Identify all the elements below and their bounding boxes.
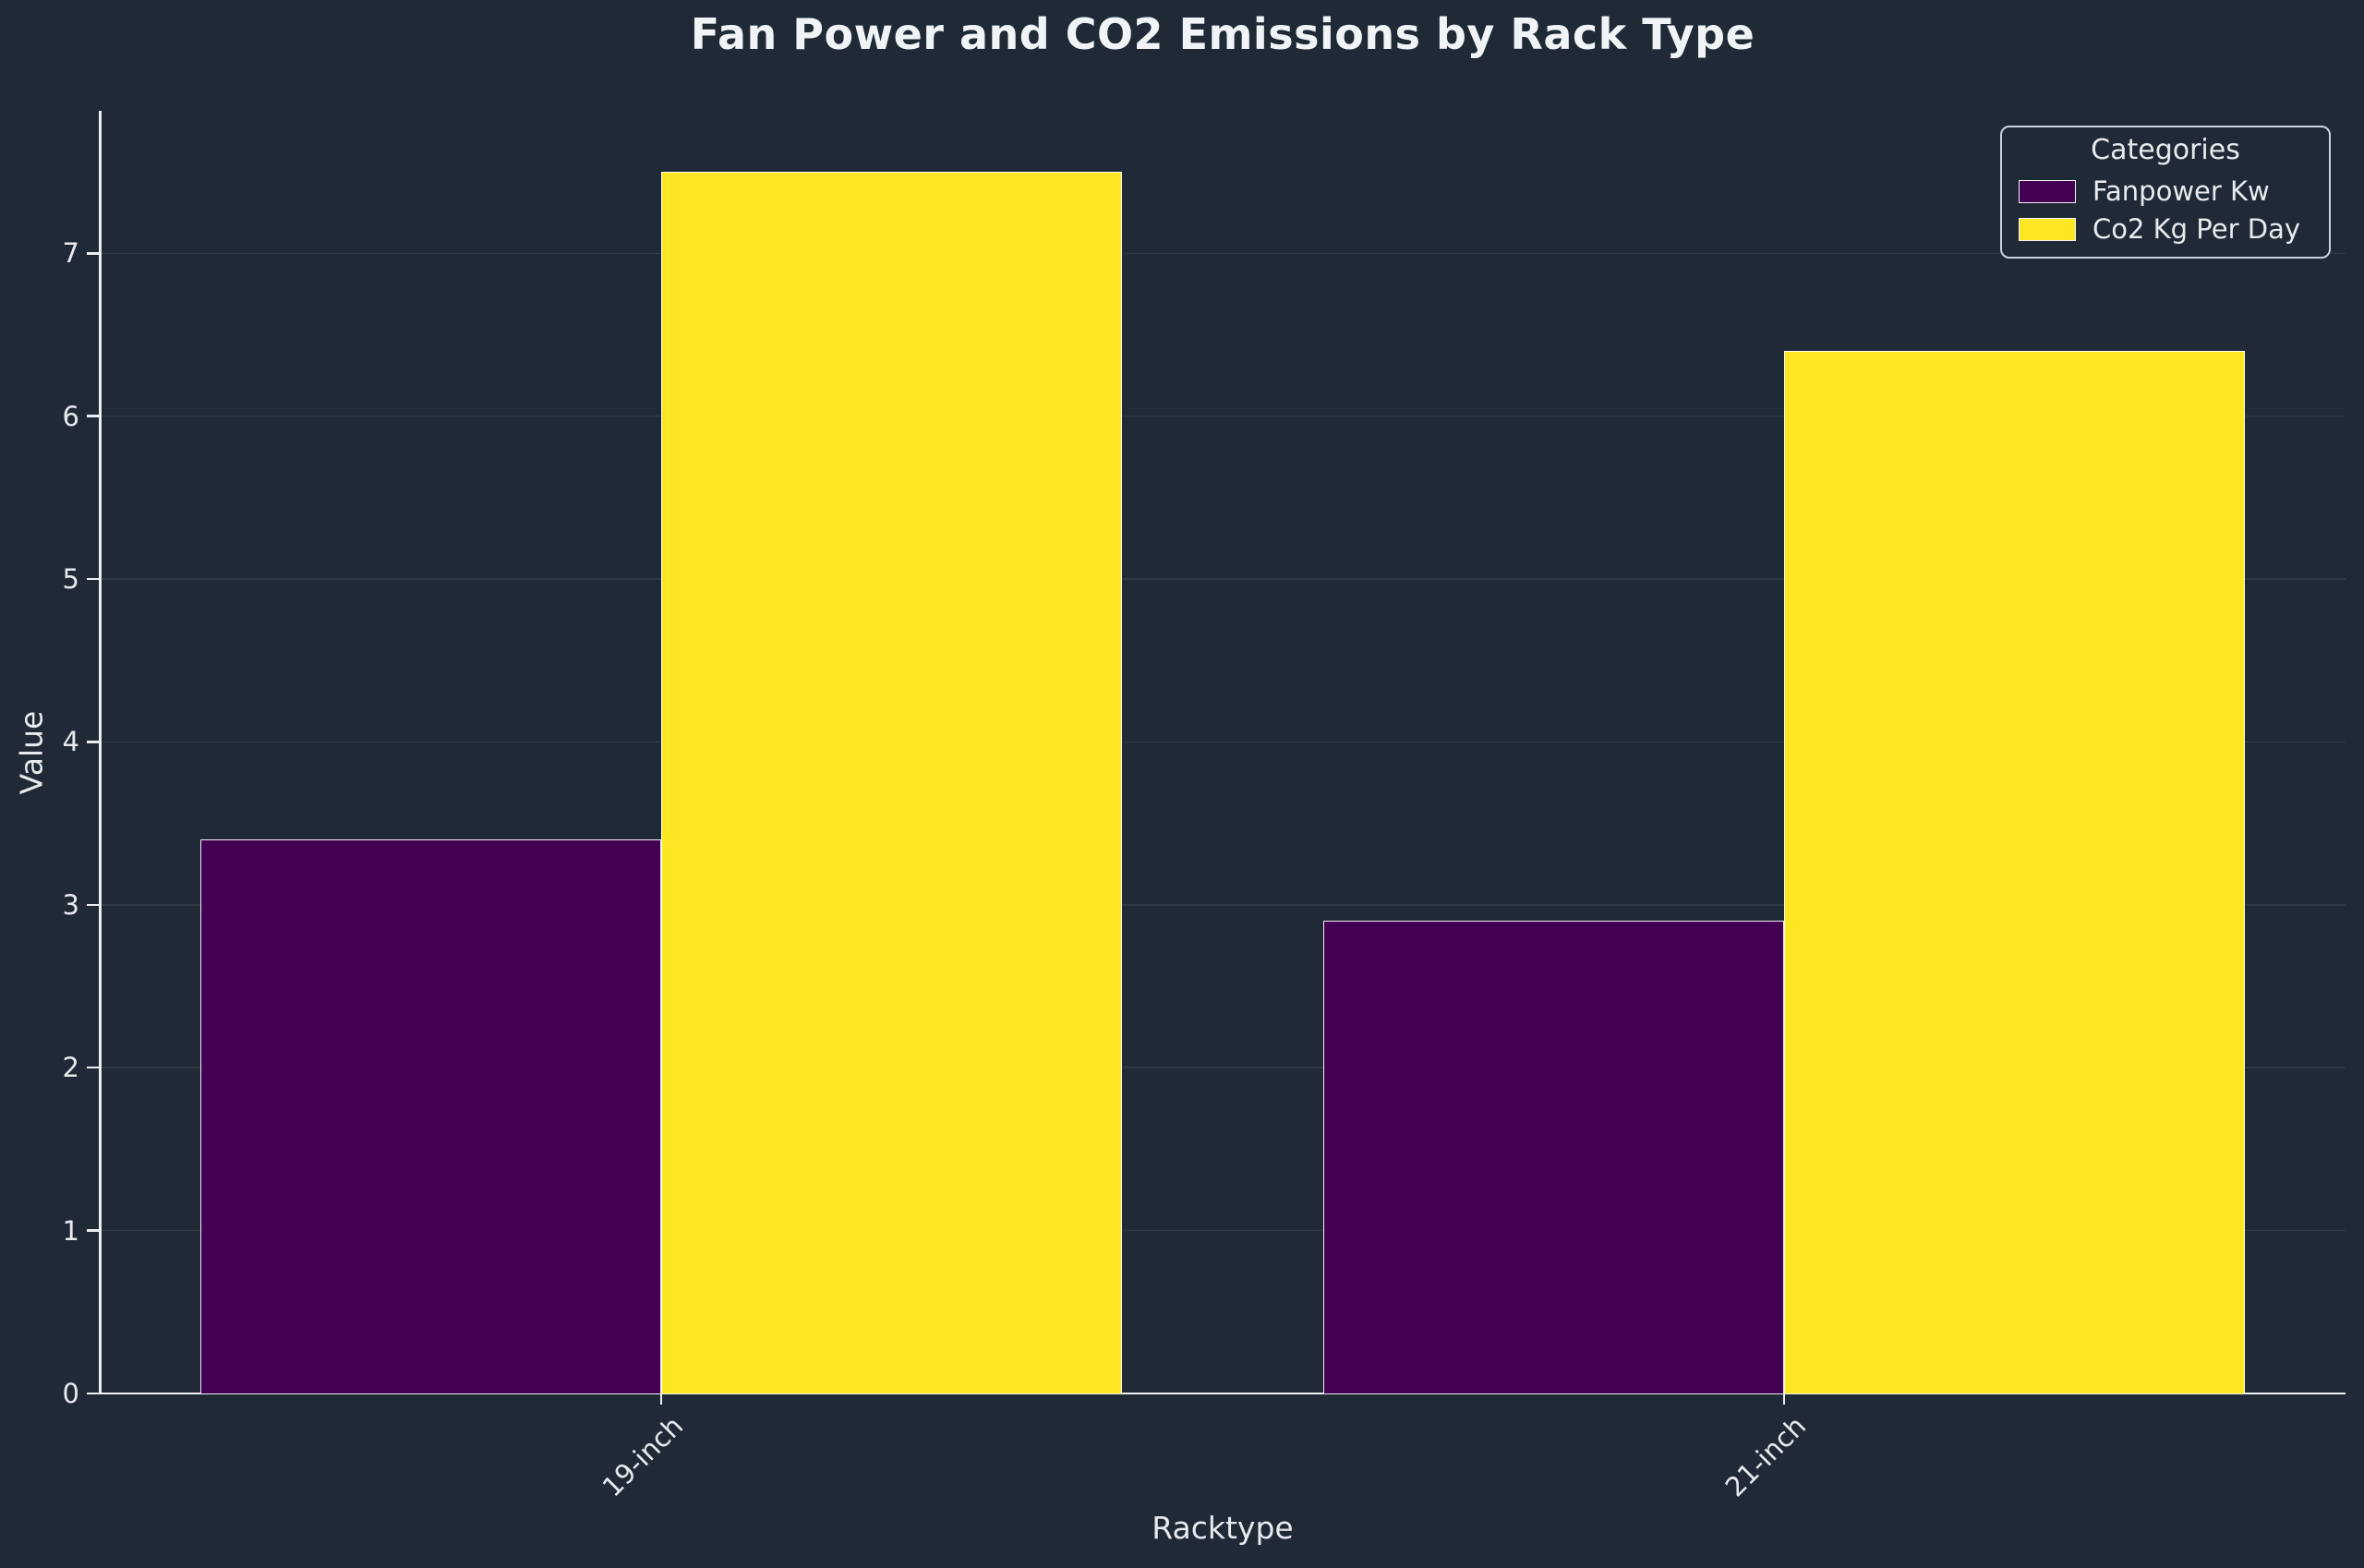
y-tick-label-3: 3 [62,888,79,921]
gridline-y-7 [100,252,2346,255]
y-tick-7 [87,252,100,255]
x-tick-label-19-inch: 19-inch [596,1410,690,1503]
chart-title: Fan Power and CO2 Emissions by Rack Type [690,9,1755,59]
y-tick-label-4: 4 [62,726,79,758]
y-axis-label: Value [13,710,50,795]
legend-entries: Fanpower Kw Co2 Kg Per Day [2015,176,2316,245]
x-tick-21-inch [1782,1393,1786,1405]
y-tick-2 [87,1066,100,1069]
y-tick-1 [87,1229,100,1232]
gridline-y-1 [100,1229,2346,1232]
y-tick-label-2: 2 [62,1052,79,1084]
bar-co2-kg-per-day-19-inch [661,172,1122,1393]
legend-swatch-co2-kg-per-day [2019,218,2076,241]
legend-swatch-fanpower-kw [2019,180,2076,203]
bar-co2-kg-per-day-21-inch [1784,351,2245,1393]
x-tick-19-inch [659,1393,663,1405]
gridline-y-4 [100,741,2346,743]
legend: Categories Fanpower Kw Co2 Kg Per Day [2000,126,2331,259]
x-tick-label-21-inch: 21-inch [1719,1410,1813,1503]
y-tick-label-0: 0 [62,1378,79,1409]
y-tick-label-6: 6 [62,400,79,432]
legend-title: Categories [2091,134,2240,166]
y-tick-6 [87,415,100,417]
gridline-y-6 [100,415,2346,417]
y-axis-spine [99,111,102,1393]
gridline-y-3 [100,904,2346,906]
plot-area: 0 1 2 3 4 5 6 7 19-inch 21-inch [63,111,2346,1503]
y-tick-label-1: 1 [62,1214,79,1247]
gridline-y-2 [100,1067,2346,1068]
y-tick-0 [87,1392,100,1395]
x-axis-spine [100,1392,2346,1394]
y-tick-label-7: 7 [62,237,79,270]
gridline-y-5 [100,578,2346,580]
legend-entry-fanpower-kw: Fanpower Kw [2015,176,2316,207]
x-axis-label: Racktype [1152,1510,1294,1546]
bar-fanpower-kw-19-inch [200,839,661,1393]
y-tick-4 [87,741,100,743]
y-tick-5 [87,577,100,581]
legend-entry-label: Co2 Kg Per Day [2093,213,2301,245]
legend-entry-label: Fanpower Kw [2093,175,2270,207]
y-tick-label-5: 5 [62,563,79,596]
legend-entry-co2-kg-per-day: Co2 Kg Per Day [2015,214,2316,245]
y-tick-3 [87,903,100,907]
bar-fanpower-kw-21-inch [1323,921,1784,1393]
